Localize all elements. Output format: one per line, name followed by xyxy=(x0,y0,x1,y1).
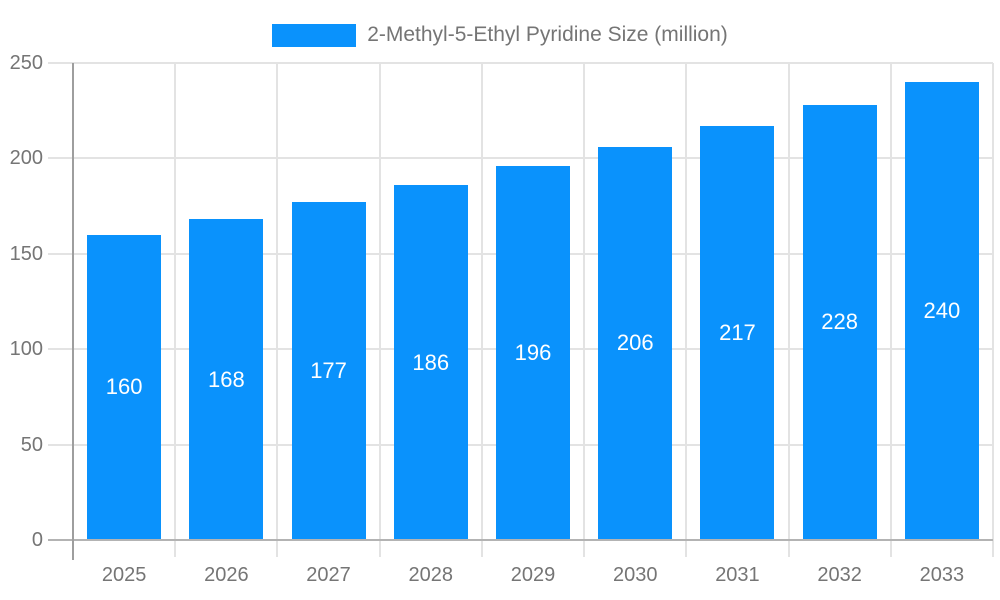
bar-value-label: 206 xyxy=(616,330,654,356)
column-gridline xyxy=(889,63,892,557)
column-gridline xyxy=(992,63,994,557)
bar[interactable]: 206 xyxy=(598,146,673,540)
bar[interactable]: 196 xyxy=(496,166,570,540)
x-axis-line xyxy=(48,539,993,541)
x-tick-label: 2026 xyxy=(204,564,249,586)
y-tick-label: 250 xyxy=(9,52,43,74)
x-tick-label: 2032 xyxy=(817,564,862,586)
x-tick-label: 2030 xyxy=(612,564,658,586)
y-tick-label: 150 xyxy=(9,242,43,265)
bar[interactable]: 168 xyxy=(189,219,264,540)
bar-value-label: 168 xyxy=(207,366,245,392)
x-tick-label: 2027 xyxy=(306,564,351,586)
bar[interactable]: 160 xyxy=(87,234,162,540)
column-gridline xyxy=(276,63,279,557)
bar-value-label: 196 xyxy=(514,340,552,365)
bar[interactable]: 228 xyxy=(802,104,877,540)
bar-value-label: 217 xyxy=(719,319,756,345)
bar[interactable]: 177 xyxy=(291,202,366,540)
column-gridline xyxy=(480,63,483,557)
y-gridline xyxy=(48,157,993,160)
legend-label: 2-Methyl-5-Ethyl Pyridine Size (million) xyxy=(367,23,728,46)
x-tick-label: 2031 xyxy=(715,564,760,586)
bar-value-label: 160 xyxy=(105,374,143,400)
y-gridline xyxy=(48,62,993,64)
y-tick-label: 0 xyxy=(31,529,43,551)
column-gridline xyxy=(685,63,688,557)
x-tick-label: 2033 xyxy=(919,564,965,586)
y-axis-line xyxy=(72,63,74,560)
legend-swatch xyxy=(272,23,357,47)
y-tick-label: 50 xyxy=(20,433,43,456)
x-tick-label: 2025 xyxy=(101,564,147,586)
bar-value-label: 186 xyxy=(412,349,450,375)
bar-value-label: 240 xyxy=(923,298,961,324)
column-gridline xyxy=(583,63,586,557)
x-tick-label: 2029 xyxy=(510,564,556,586)
bar[interactable]: 186 xyxy=(393,185,468,540)
legend[interactable]: 2-Methyl-5-Ethyl Pyridine Size (million) xyxy=(0,22,1000,48)
bar[interactable]: 217 xyxy=(700,125,775,540)
y-tick-label: 200 xyxy=(9,147,43,170)
column-gridline xyxy=(787,63,790,557)
bar-value-label: 228 xyxy=(821,309,859,335)
bar-value-label: 177 xyxy=(310,358,347,384)
y-tick-label: 100 xyxy=(9,338,43,361)
column-gridline xyxy=(174,63,177,557)
column-gridline xyxy=(378,63,381,557)
x-tick-label: 2028 xyxy=(408,564,454,586)
bar[interactable]: 240 xyxy=(904,82,979,540)
